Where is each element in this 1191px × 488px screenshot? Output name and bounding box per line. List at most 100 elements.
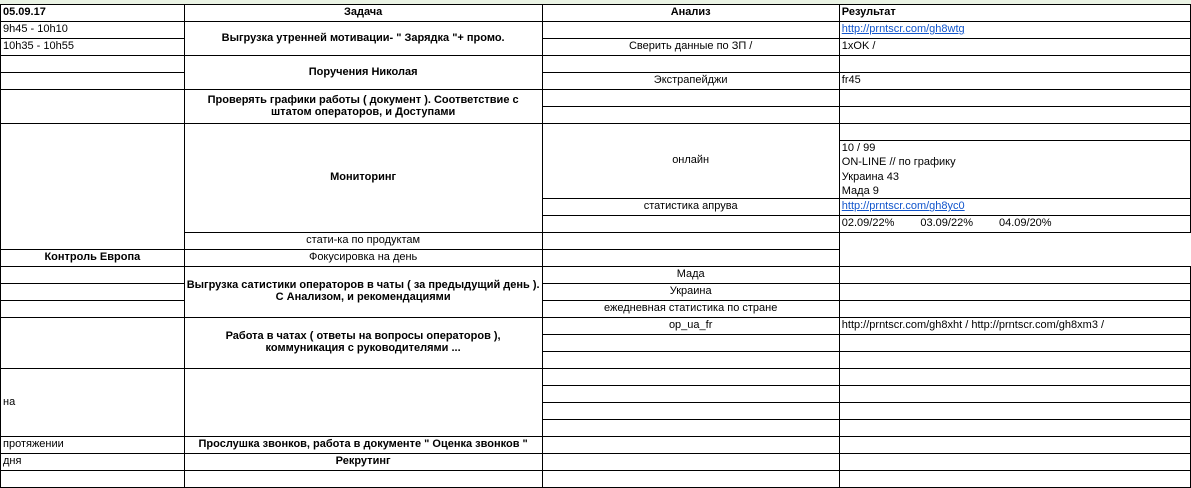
cell-result-empty-r6 xyxy=(838,106,1191,124)
cell-analysis-online: онлайн xyxy=(541,122,840,200)
online-status-block: 10 / 99 ON-LINE // по графику Украина 43… xyxy=(841,142,956,197)
table-row: статистика апрува http://prntscr.com/gh8… xyxy=(1,198,1191,217)
cell-analysis-empty-r12 xyxy=(541,215,840,234)
header-analysis: Анализ xyxy=(541,4,840,22)
cell-result-fr45: fr45 xyxy=(838,72,1191,90)
table-row xyxy=(0,470,1191,488)
cell-analysis-mada: Мада xyxy=(541,266,840,285)
cell-task-check-schedules: Проверять графики работы ( документ ). С… xyxy=(183,89,543,124)
table-row: Проверять графики работы ( документ ). С… xyxy=(0,89,1191,124)
cell-time-empty-r17 xyxy=(0,300,185,319)
table-row: 9h45 - 10h10 Выгрузка утренней мотивации… xyxy=(0,21,1191,56)
cell-result-links-xht-xm3: http://prntscr.com/gh8xht / http://prnts… xyxy=(838,317,1191,336)
cell-task-empty-r27 xyxy=(183,470,543,488)
prntscr-link-gh8yc0[interactable]: http://prntscr.com/gh8yc0 xyxy=(841,200,965,213)
cell-time-all-day: на xyxy=(0,368,185,438)
table-row: Поручения Николая xyxy=(0,55,1191,90)
cell-result-empty-r3 xyxy=(838,55,1191,73)
cell-result-empty-r7 xyxy=(838,123,1191,141)
cell-analysis-approve-stats: статистика апрува xyxy=(541,198,840,217)
table-row: Украина xyxy=(0,283,1191,302)
cell-analysis-empty-r20 xyxy=(541,351,840,370)
pct-0209: 02.09/22% xyxy=(841,217,895,230)
cell-analysis-empty-r3 xyxy=(541,55,840,73)
cell-result-empty-r5 xyxy=(838,89,1191,107)
cell-analysis-empty-r19 xyxy=(541,334,840,353)
cell-time-empty-r18 xyxy=(0,317,185,370)
all-day-line1: на xyxy=(3,395,16,408)
cell-task-calls-listening-label: Прослушка звонков, работа в документе " … xyxy=(183,436,543,455)
cell-time-empty-r4 xyxy=(0,72,185,90)
cell-time-empty-r5 xyxy=(0,89,185,124)
table-row: стати-ка по продуктам xyxy=(1,232,1191,251)
table-row: ежедневная статистика по стране xyxy=(0,300,1191,319)
table-header-row: 05.09.17 Задача Анализ Результат xyxy=(0,4,1191,22)
cell-result-1xok: 1xOK / xyxy=(838,38,1191,56)
cell-time-r2: 10h35 - 10h55 xyxy=(0,38,185,56)
table-row: дня Рекрутинг xyxy=(0,453,1191,472)
cell-analysis-empty-r23 xyxy=(541,402,840,421)
cell-time-all-day-3: дня xyxy=(0,453,185,472)
chat-stats-line2: С Анализом, и рекомендациями xyxy=(275,291,451,304)
check-schedules-line2: штатом операторов, и Доступами xyxy=(271,105,456,118)
cell-task-chat-work: Работа в чатах ( ответы на вопросы опера… xyxy=(183,317,543,370)
chat-stats-line1: Выгрузка сатистики операторов в чаты ( з… xyxy=(186,279,540,292)
header-result: Результат xyxy=(838,4,1191,22)
cell-result-empty-r22 xyxy=(838,385,1191,404)
chat-work-line1: Работа в чатах ( ответы на вопросы опера… xyxy=(225,330,501,343)
cell-result-empty-r13 xyxy=(541,232,840,251)
cell-task-recruiting: Рекрутинг xyxy=(183,453,543,472)
table-row: Выгрузка сатистики операторов в чаты ( з… xyxy=(0,266,1191,319)
cell-time-r1: 9h45 - 10h10 xyxy=(0,21,185,39)
table-row xyxy=(1,334,1191,353)
cell-time-empty-r3 xyxy=(0,55,185,73)
cell-result-link-gh8yc0: http://prntscr.com/gh8yc0 xyxy=(838,198,1191,217)
table-row: Работа в чатах ( ответы на вопросы опера… xyxy=(0,317,1191,370)
cell-result-empty-r25 xyxy=(838,436,1191,455)
check-schedules-line1: Проверять графики работы ( документ ). С… xyxy=(207,93,519,106)
cell-analysis-empty-r1 xyxy=(541,21,840,39)
cell-result-percentages: 02.09/22% 03.09/22% 04.09/20% xyxy=(838,215,1191,234)
prntscr-link-gh8wtg[interactable]: http://prntscr.com/gh8wtg xyxy=(841,23,965,36)
cell-result-empty-r26 xyxy=(838,453,1191,472)
cell-analysis-op-ua-fr: op_ua_fr xyxy=(541,317,840,336)
cell-result-empty-r15 xyxy=(838,266,1191,285)
cell-analysis-empty-r21 xyxy=(541,368,840,387)
cell-analysis-empty-r25 xyxy=(541,436,840,455)
cell-result-online-block: 10 / 99 ON-LINE // по графику Украина 43… xyxy=(838,139,1191,200)
schedule-table: 05.09.17 Задача Анализ Результат 9h45 - … xyxy=(0,4,1191,488)
chat-work-line2: коммуникация с руководителями ... xyxy=(265,342,461,355)
cell-analysis-ukraine: Украина xyxy=(541,283,840,302)
cell-time-empty-r7 xyxy=(0,122,185,251)
cell-task-nikolai-errands: Поручения Николая xyxy=(183,55,543,90)
cell-analysis-focus-day: Фокусировка на день xyxy=(183,249,543,268)
cell-time-empty-r16 xyxy=(0,283,185,302)
cell-analysis-product-stats: стати-ка по продуктам xyxy=(183,232,543,251)
table-row xyxy=(1,385,1191,404)
cell-analysis-empty-r6 xyxy=(541,106,840,124)
table-row: на xyxy=(0,368,1191,438)
table-row: 02.09/22% 03.09/22% 04.09/20% xyxy=(1,215,1191,234)
cell-task-morning-motivation: Выгрузка утренней мотивации- " Зарядка "… xyxy=(183,21,543,56)
cell-analysis-empty-r24 xyxy=(541,419,840,438)
table-row: протяжении Прослушка звонков, работа в д… xyxy=(0,436,1191,455)
cell-time-empty-r15 xyxy=(0,266,185,285)
cell-analysis-empty-r22 xyxy=(541,385,840,404)
cell-result-empty-r27 xyxy=(838,470,1191,488)
table-row xyxy=(1,351,1191,370)
cell-analysis-empty-r26 xyxy=(541,453,840,472)
cell-time-all-day-2: протяжении xyxy=(0,436,185,455)
table-row: 10h35 - 10h55 Сверить данные по ЗП / 1xO… xyxy=(0,38,1191,56)
cell-result-empty-r16 xyxy=(838,283,1191,302)
pct-0309: 03.09/22% xyxy=(920,217,973,230)
cell-result-link-gh8wtg: http://prntscr.com/gh8wtg xyxy=(838,21,1191,39)
pct-0409: 04.09/20% xyxy=(998,217,1052,230)
cell-result-empty-r21 xyxy=(838,368,1191,387)
cell-analysis-extrapages: Экстрапейджи xyxy=(541,72,840,90)
cell-result-empty-r17 xyxy=(838,300,1191,319)
header-task: Задача xyxy=(183,4,543,22)
cell-analysis-daily-country: ежедневная статистика по стране xyxy=(541,300,840,319)
cell-analysis-empty-r27 xyxy=(541,470,840,488)
cell-time-empty-r27 xyxy=(0,470,185,488)
